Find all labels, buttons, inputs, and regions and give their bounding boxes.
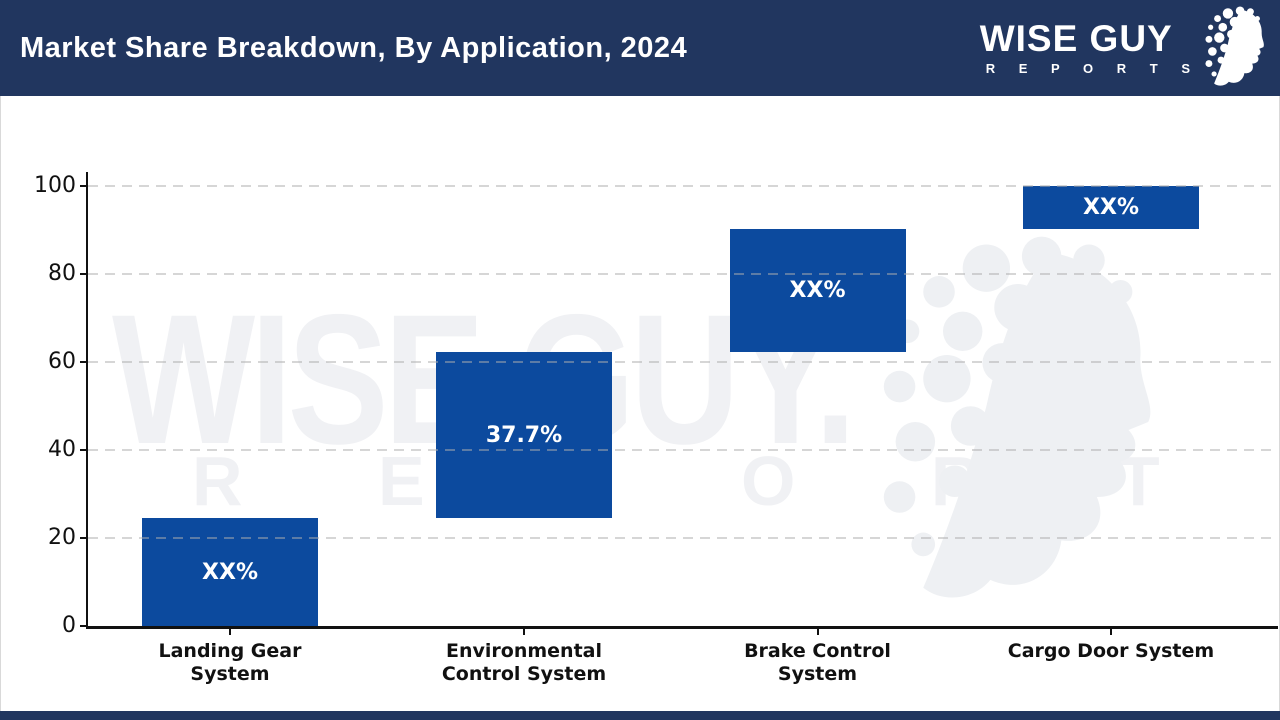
gridline-100 [88, 185, 1278, 187]
logo-wordmark: WISE GUY [979, 18, 1173, 59]
bar-environmental-control-system: 37.7% [436, 352, 612, 519]
y-tick-mark-0 [80, 625, 88, 627]
wise-guy-reports-logo: WISE GUY R E P O R T S [980, 4, 1280, 92]
bar-value-label: XX% [1083, 194, 1139, 220]
page-title: Market Share Breakdown, By Application, … [20, 31, 688, 64]
bar-value-label: XX% [202, 559, 258, 585]
bar-brake-control-system: XX% [729, 228, 906, 353]
y-tick-mark-20 [80, 537, 88, 539]
y-tick-mark-60 [80, 361, 88, 363]
x-axis-line [86, 626, 1278, 629]
logo-text: WISE GUY R E P O R T S [980, 20, 1200, 76]
dotted-face-icon [1205, 6, 1264, 86]
y-tick-label-40: 40 [48, 437, 76, 462]
x-tick-mark-1 [523, 626, 525, 635]
bar-landing-gear-system: XX% [142, 518, 318, 626]
footer-bar [0, 711, 1280, 720]
y-tick-label-20: 20 [48, 525, 76, 550]
x-tick-mark-0 [229, 626, 231, 635]
gridline-20 [88, 537, 1278, 539]
y-tick-mark-40 [80, 449, 88, 451]
category-label-1: Environmental Control System [441, 640, 607, 685]
y-tick-label-0: 0 [62, 613, 76, 638]
category-label-2: Brake Control System [744, 640, 891, 685]
category-label-0: Landing Gear System [158, 640, 302, 685]
gridline-80 [88, 273, 1278, 275]
y-tick-label-100: 100 [34, 173, 76, 198]
x-tick-mark-2 [816, 626, 819, 635]
y-tick-mark-80 [80, 273, 88, 275]
y-tick-label-60: 60 [48, 349, 76, 374]
y-axis-line [86, 172, 88, 628]
y-tick-mark-100 [80, 185, 88, 187]
bar-value-label: 37.7% [485, 422, 563, 448]
y-tick-label-80: 80 [48, 261, 76, 286]
left-edge-line [0, 96, 1, 720]
x-tick-mark-3 [1110, 626, 1112, 635]
bar-value-label: XX% [789, 277, 846, 303]
category-label-3: Cargo Door System [1007, 640, 1215, 662]
gridline-60 [88, 361, 1278, 363]
header-bar: Market Share Breakdown, By Application, … [0, 0, 1280, 96]
gridline-40 [88, 449, 1278, 451]
logo-subtitle: R E P O R T S [985, 61, 1200, 76]
bar-cargo-door-system: XX% [1023, 186, 1199, 229]
